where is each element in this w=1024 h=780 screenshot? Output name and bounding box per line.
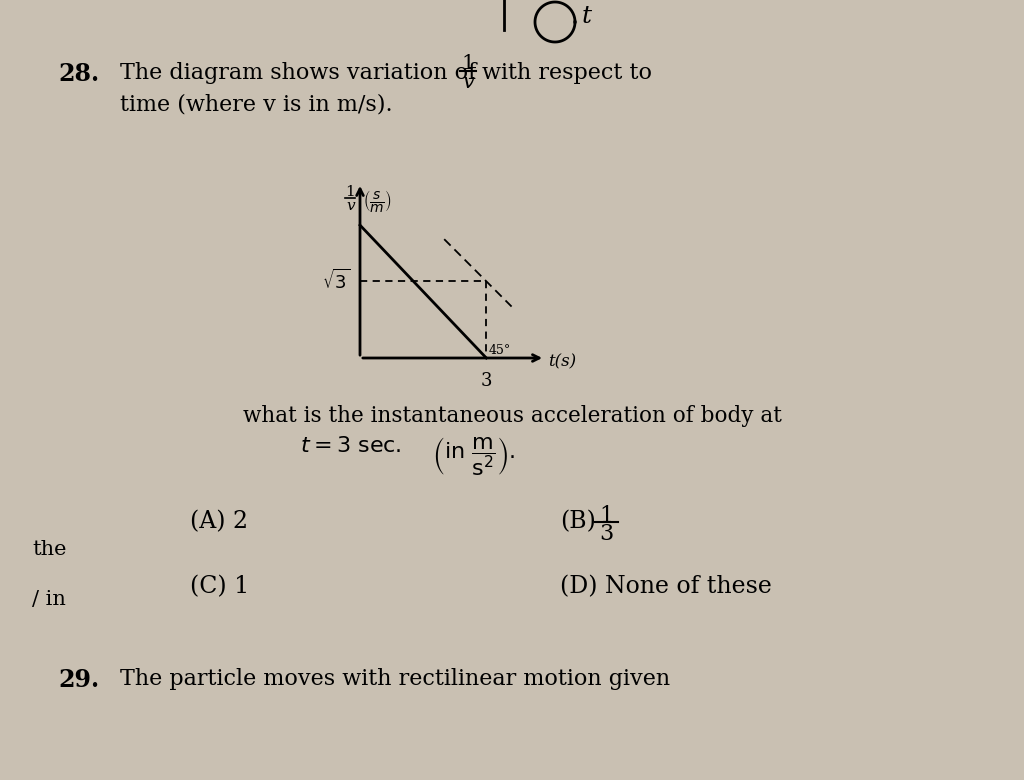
Text: v: v bbox=[462, 73, 474, 92]
Text: (A) 2: (A) 2 bbox=[190, 510, 248, 533]
Text: / in: / in bbox=[32, 590, 66, 609]
Text: 45°: 45° bbox=[488, 343, 511, 356]
Text: the: the bbox=[32, 540, 67, 559]
Text: t(s): t(s) bbox=[548, 353, 577, 370]
Text: 1: 1 bbox=[462, 54, 475, 73]
Text: 3: 3 bbox=[599, 523, 613, 545]
Text: v: v bbox=[346, 199, 355, 213]
Text: (B): (B) bbox=[560, 510, 596, 533]
Text: (C) 1: (C) 1 bbox=[190, 575, 249, 598]
Text: 3: 3 bbox=[480, 372, 493, 390]
Text: (D) None of these: (D) None of these bbox=[560, 575, 772, 598]
Text: The particle moves with rectilinear motion given: The particle moves with rectilinear moti… bbox=[120, 668, 670, 690]
Text: The diagram shows variation of: The diagram shows variation of bbox=[120, 62, 476, 84]
Text: what is the instantaneous acceleration of body at: what is the instantaneous acceleration o… bbox=[243, 405, 781, 427]
Text: 29.: 29. bbox=[58, 668, 99, 692]
Text: with respect to: with respect to bbox=[482, 62, 652, 84]
Text: 1: 1 bbox=[599, 505, 613, 527]
Text: time (where v is in m/s).: time (where v is in m/s). bbox=[120, 93, 392, 115]
Text: $\left(\mathrm{in}\ \dfrac{\mathrm{m}}{\mathrm{s}^2}\right).$: $\left(\mathrm{in}\ \dfrac{\mathrm{m}}{\… bbox=[432, 435, 516, 477]
Text: t: t bbox=[582, 5, 592, 28]
Text: $\sqrt{3}$: $\sqrt{3}$ bbox=[322, 269, 350, 293]
Text: 28.: 28. bbox=[58, 62, 99, 86]
Text: $\left(\dfrac{s}{m}\right)$: $\left(\dfrac{s}{m}\right)$ bbox=[362, 188, 392, 214]
Text: $t=3\ \mathrm{sec.}$: $t=3\ \mathrm{sec.}$ bbox=[300, 435, 401, 457]
Text: 1: 1 bbox=[345, 185, 355, 199]
